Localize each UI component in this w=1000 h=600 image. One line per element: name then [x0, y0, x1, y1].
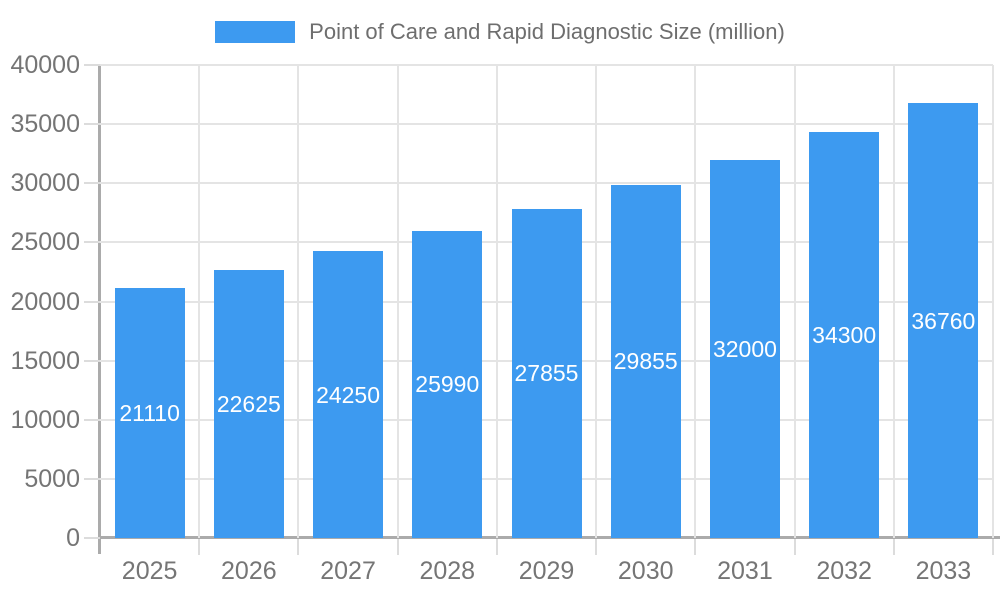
- gridline-vertical: [495, 65, 498, 538]
- x-axis-tick: [892, 539, 895, 555]
- gridline-vertical: [198, 65, 201, 538]
- y-axis-tick: [84, 182, 100, 185]
- y-axis-tick: [84, 359, 100, 362]
- x-axis-tick: [297, 539, 300, 555]
- bar-2033[interactable]: [908, 103, 979, 538]
- y-axis-label: 25000: [10, 228, 80, 257]
- x-axis-label: 2032: [816, 557, 872, 585]
- gridline-vertical: [892, 65, 895, 538]
- y-axis-tick: [84, 64, 100, 66]
- bar-2031[interactable]: [709, 159, 780, 538]
- y-axis-label: 30000: [10, 169, 80, 198]
- y-axis-label: 0: [66, 524, 80, 552]
- y-axis-tick: [84, 477, 100, 480]
- bar-2027[interactable]: [313, 251, 384, 538]
- plot-area: 21110 22625 24250 25990 27855 29855 32000 34300…: [100, 64, 994, 538]
- x-axis-label: 2029: [518, 557, 575, 585]
- y-axis-tick: [84, 300, 100, 303]
- x-axis-tick: [992, 539, 994, 555]
- x-axis-label: 2030: [617, 557, 674, 585]
- x-axis-tick: [793, 539, 796, 555]
- x-axis-label: 2028: [419, 557, 476, 585]
- x-axis-tick: [595, 539, 598, 555]
- x-axis-label: 2031: [717, 557, 773, 585]
- x-axis-tick: [198, 539, 201, 555]
- y-axis-tick: [84, 241, 100, 244]
- y-axis-tick: [84, 418, 100, 421]
- legend-label: Point of Care and Rapid Diagnostic Size …: [309, 19, 785, 44]
- x-axis-label: 2033: [915, 557, 972, 585]
- gridline-vertical: [992, 65, 994, 538]
- y-axis-label: 15000: [10, 346, 80, 375]
- x-axis-tick: [495, 539, 498, 555]
- bar-2028[interactable]: [412, 230, 483, 538]
- y-axis-label: 20000: [10, 287, 80, 316]
- bar-2029[interactable]: [511, 208, 582, 538]
- bar-2030[interactable]: [610, 184, 681, 538]
- bar-2025[interactable]: [114, 288, 185, 538]
- x-axis-label: 2025: [121, 557, 178, 585]
- y-axis-tick: [84, 123, 100, 126]
- gridline-horizontal: [100, 123, 993, 126]
- gridline-vertical: [297, 65, 300, 538]
- gridline-vertical: [595, 65, 598, 538]
- bar-2026[interactable]: [213, 270, 284, 538]
- legend[interactable]: Point of Care and Rapid Diagnostic Size …: [0, 19, 1000, 45]
- x-axis-tick: [694, 539, 697, 555]
- y-axis-label: 5000: [24, 464, 80, 493]
- legend-swatch-icon: [215, 21, 296, 43]
- x-axis-tick: [396, 539, 399, 555]
- gridline-horizontal: [100, 182, 993, 185]
- y-axis-label: 40000: [10, 51, 80, 79]
- y-axis-tick: [84, 537, 100, 539]
- gridline-horizontal: [100, 64, 993, 66]
- bar-2032[interactable]: [809, 132, 880, 538]
- y-axis-label: 10000: [10, 405, 80, 434]
- gridline-vertical: [694, 65, 697, 538]
- y-axis-label: 35000: [10, 110, 80, 139]
- x-axis-label: 2027: [320, 557, 376, 585]
- y-axis-line: [98, 66, 101, 554]
- gridline-vertical: [396, 65, 399, 538]
- gridline-vertical: [793, 65, 796, 538]
- x-axis-label: 2026: [221, 557, 277, 585]
